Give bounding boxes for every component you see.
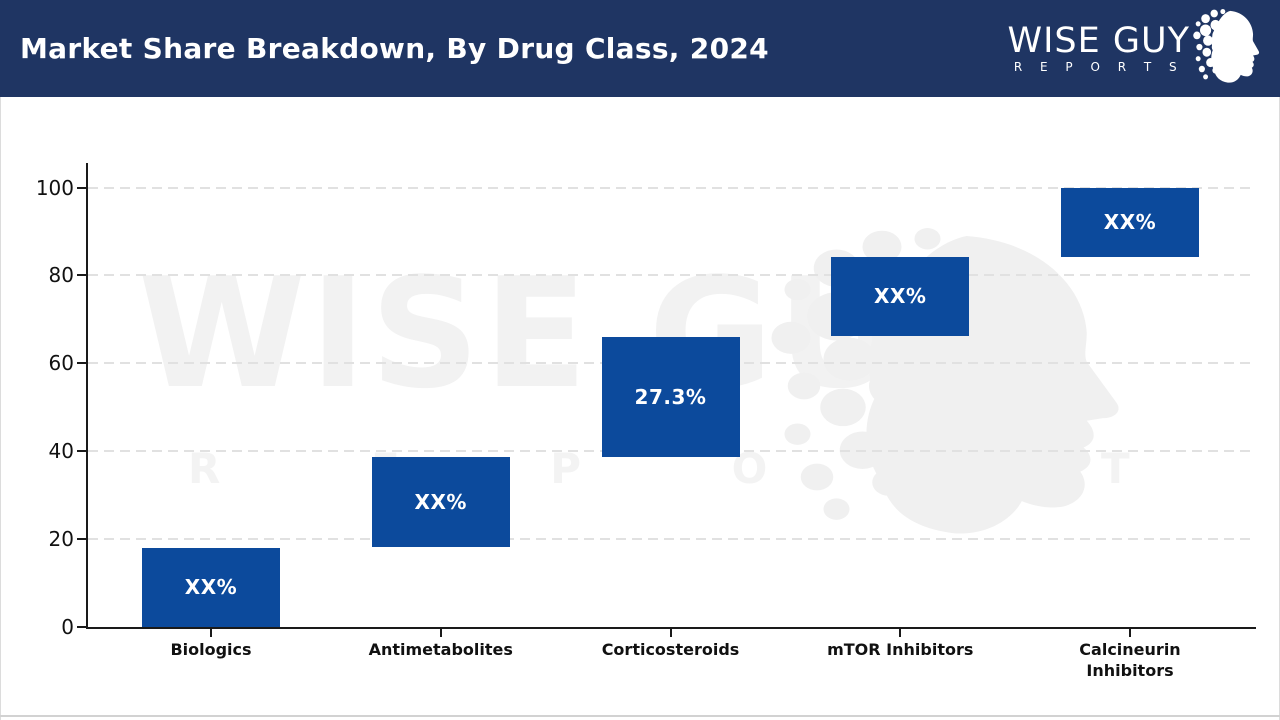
bar: XX% [142,547,280,627]
bar: XX% [831,256,970,336]
x-tick [1129,629,1131,637]
x-tick-label: Calcineurin Inhibitors [1079,640,1181,680]
gridline [88,274,1256,277]
y-tick-label: 80 [48,263,74,288]
y-tick [77,186,86,189]
bar: XX% [1061,187,1199,257]
page-title: Market Share Breakdown, By Drug Class, 2… [20,32,769,65]
logo-subtext: R E P O R T S [1013,60,1184,75]
bar-label: XX% [184,575,238,600]
frame-border-left [0,0,1,720]
logo-face-icon [1193,8,1260,83]
frame-border-bottom [0,715,1280,717]
bar-label: XX% [1103,210,1157,235]
x-axis-line [86,627,1256,629]
x-tick-label: Corticosteroids [601,640,740,659]
x-tick [669,629,672,637]
y-tick-label: 0 [61,615,74,639]
header: Market Share Breakdown, By Drug Class, 2… [0,0,1280,97]
y-tick-label: 40 [48,439,74,464]
y-tick [77,274,86,277]
x-tick-label: Antimetabolites [368,640,513,659]
y-tick-label: 20 [48,527,74,552]
x-tick [899,629,902,637]
bar-label: XX% [874,284,927,309]
y-tick-label: 100 [35,175,74,200]
x-tick-label: Biologics [170,640,252,659]
bar: XX% [371,457,510,547]
logo-wordmark: WISE GUY [1007,20,1190,61]
y-tick [77,450,86,453]
x-tick [210,629,212,637]
gridline [88,538,1256,541]
y-axis-line [86,163,88,629]
y-tick [77,362,86,365]
gridline [88,186,1256,189]
x-tick-label: mTOR Inhibitors [827,640,974,659]
x-tick [439,629,442,637]
y-tick [77,626,86,628]
bar-label: 27.3% [634,384,707,409]
logo-text: WISE GUY R E P O R T S [1007,20,1190,75]
logo: WISE GUY R E P O R T S [1007,7,1266,91]
bar: 27.3% [601,336,740,457]
bar-label: XX% [414,490,467,515]
y-tick [77,538,86,541]
y-tick-label: 60 [48,351,74,376]
